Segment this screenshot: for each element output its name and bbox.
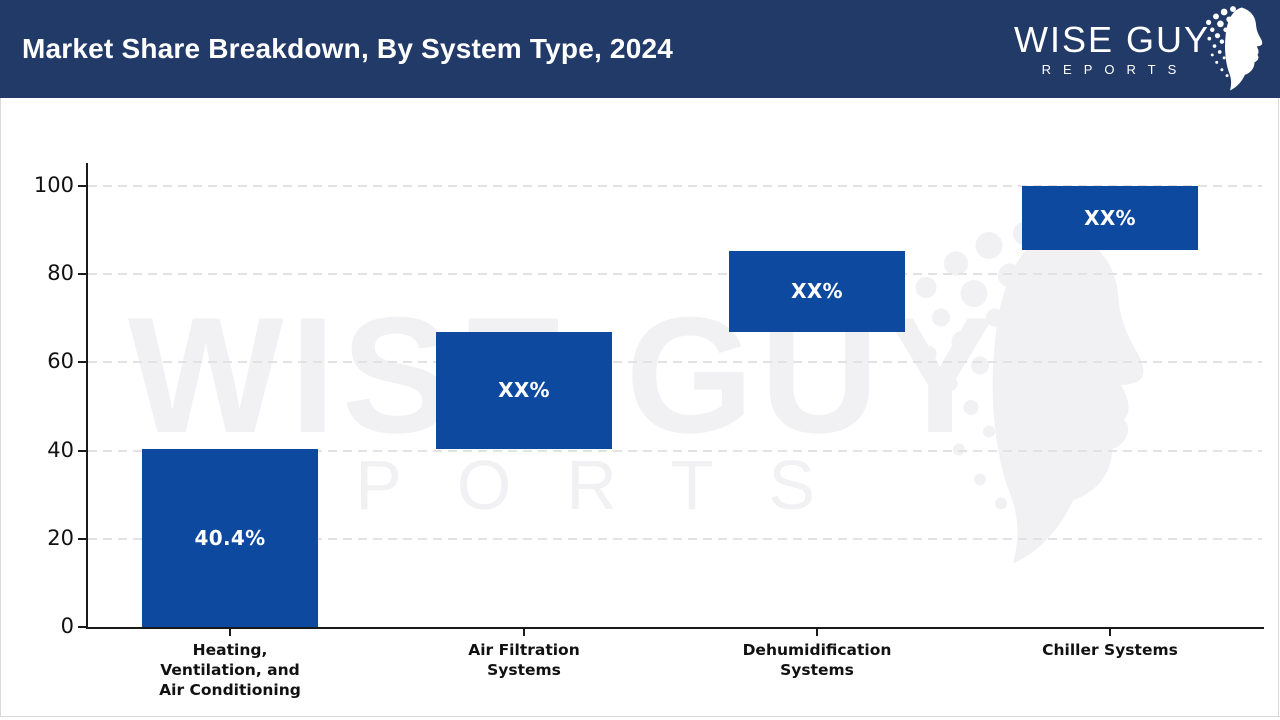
x-tick-mark-3 [816, 629, 818, 636]
y-tick-mark-0 [78, 626, 86, 628]
x-category-label-1: Heating, Ventilation, and Air Conditioni… [159, 641, 301, 699]
y-tick-label-80: 80 [47, 261, 74, 286]
gridline-80 [88, 273, 1262, 276]
logo-wiseguy-text: WISE GUY [1013, 18, 1210, 60]
x-tick-mark-4 [1109, 629, 1111, 636]
y-tick-label-40: 40 [47, 437, 74, 462]
bar-segment-4: XX% [1022, 186, 1198, 250]
x-category-label-3: Dehumidification Systems [742, 641, 892, 679]
y-tick-label-60: 60 [47, 349, 74, 374]
y-tick-mark-80 [78, 273, 86, 276]
bar-value-label-4: XX% [1084, 205, 1136, 230]
bar-value-label-1: 40.4% [194, 525, 266, 550]
x-category-label-4: Chiller Systems [1042, 641, 1178, 659]
y-tick-label-0: 0 [60, 614, 74, 638]
bar-segment-2: XX% [436, 331, 612, 449]
y-tick-mark-20 [78, 537, 86, 540]
frame-left-line [0, 98, 1, 717]
bar-value-label-3: XX% [791, 279, 843, 304]
watermark-face-icon [915, 221, 1144, 564]
bar-segment-3: XX% [729, 250, 905, 332]
gridline-100 [88, 185, 1262, 187]
x-tick-mark-2 [523, 629, 525, 636]
x-category-label-2: Air Filtration Systems [468, 641, 580, 679]
logo-reports-text: REPORTS [1041, 61, 1189, 77]
y-tick-label-20: 20 [47, 525, 74, 550]
y-tick-mark-60 [78, 361, 86, 364]
y-tick-label-100: 100 [33, 173, 74, 197]
page-title: Market Share Breakdown, By System Type, … [22, 33, 674, 64]
wise-guy-reports-logo: WISE GUY REPORTS [1014, 4, 1270, 94]
logo-text: WISE GUY REPORTS [1013, 18, 1210, 77]
gridline-40 [88, 449, 1262, 452]
y-tick-mark-100 [78, 185, 86, 187]
header-bar: Market Share Breakdown, By System Type, … [0, 0, 1280, 98]
gridline-20 [88, 537, 1262, 540]
x-tick-mark-1 [229, 629, 231, 636]
gridline-60 [88, 361, 1262, 364]
y-tick-mark-40 [78, 449, 86, 452]
frame-right-line [1278, 98, 1279, 717]
bar-value-label-2: XX% [498, 378, 550, 403]
x-axis-line [86, 627, 1264, 629]
bar-segment-1: 40.4% [142, 448, 318, 627]
frame-bottom-line [0, 716, 1280, 717]
logo-face-icon [1205, 6, 1263, 91]
y-axis-line [86, 163, 88, 629]
